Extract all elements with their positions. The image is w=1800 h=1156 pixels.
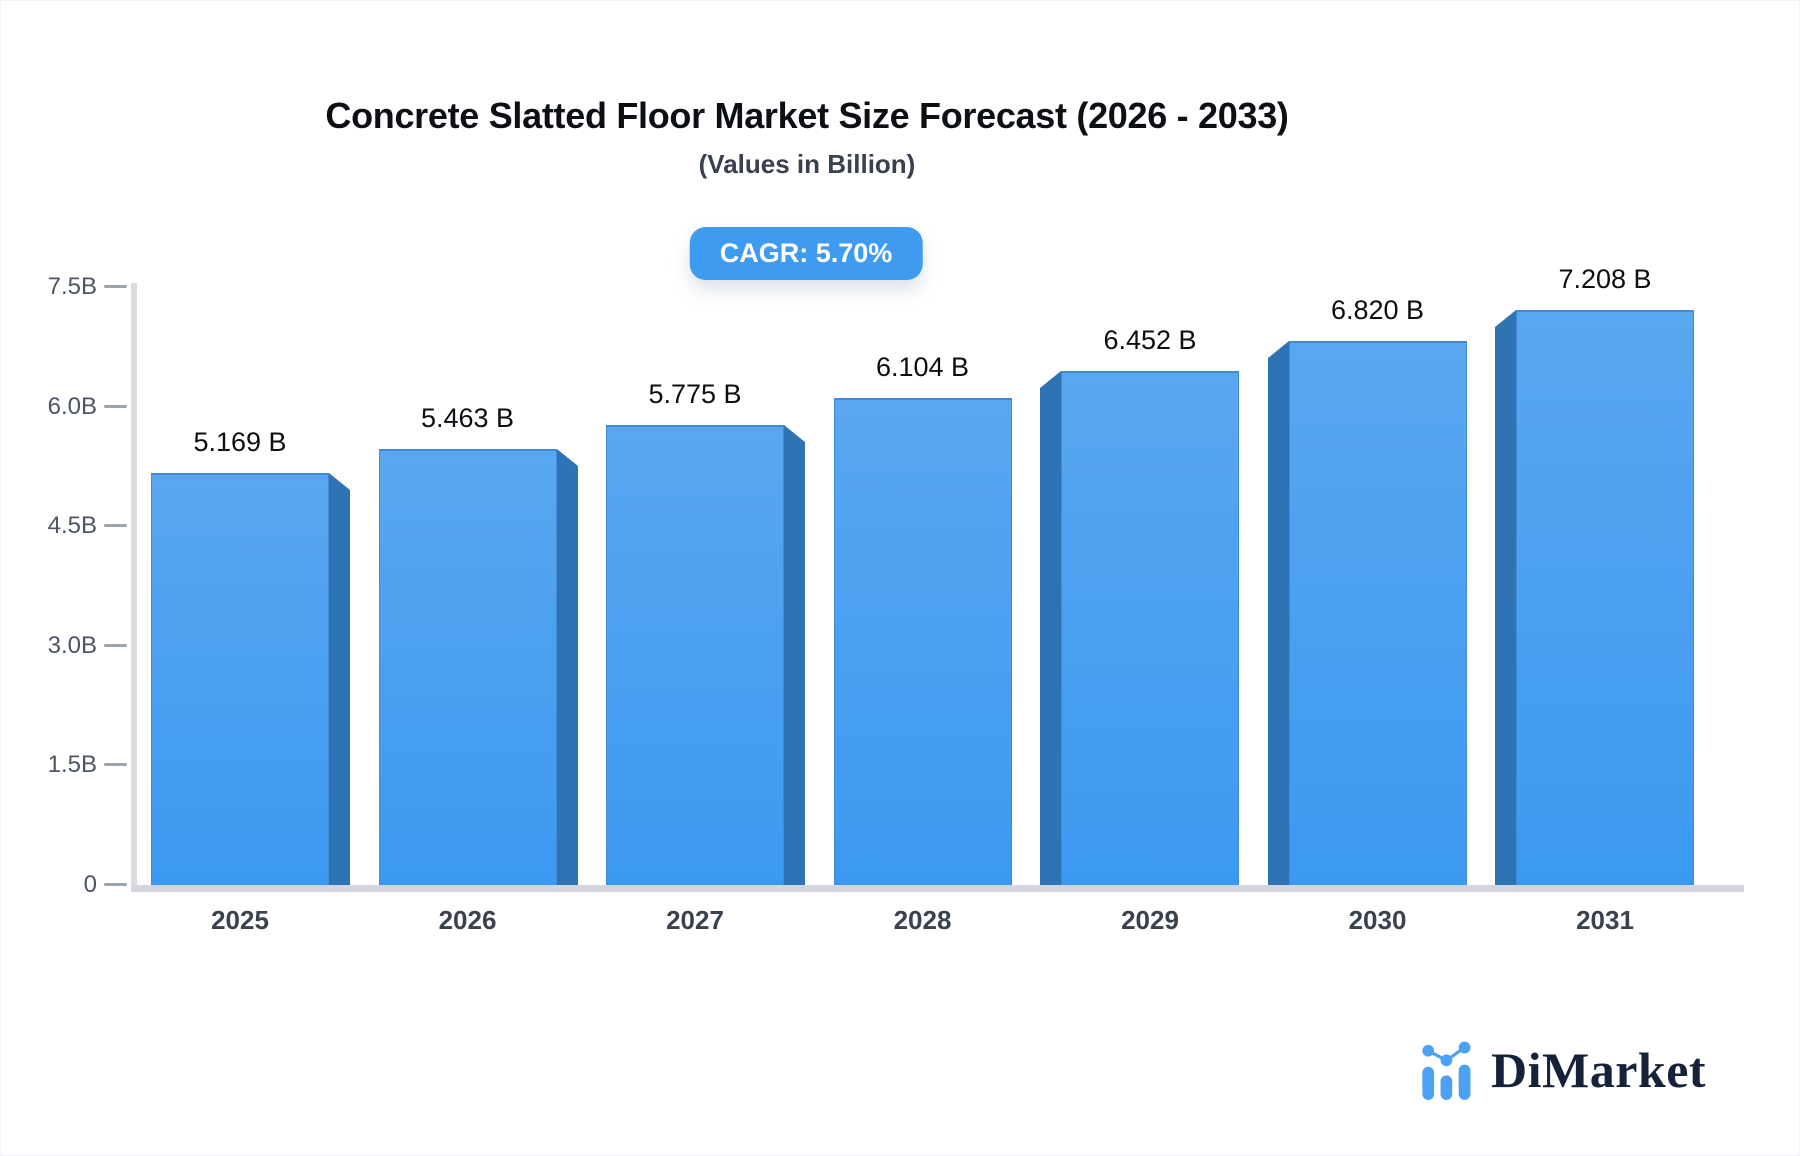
bar-side-3d — [1268, 341, 1289, 885]
x-tick-label-2026: 2026 — [438, 905, 497, 935]
bar-2030 — [1289, 341, 1467, 885]
bar-side-3d — [1495, 310, 1516, 885]
bar-value-label-2029: 6.452 B — [1103, 325, 1197, 355]
chart-subtitle: (Values in Billion) — [698, 149, 916, 179]
x-axis-line — [131, 885, 1744, 892]
y-tick-mark — [104, 524, 127, 527]
bar-value-label-2028: 6.104 B — [875, 352, 970, 382]
y-tick-mark — [104, 285, 127, 288]
y-tick-label-6.0B: 6.0B — [47, 393, 97, 420]
x-tick-label-2031: 2031 — [1576, 905, 1634, 935]
y-tick-mark — [104, 883, 127, 886]
y-tick-mark — [104, 405, 127, 408]
y-tick-label-1.5B: 1.5B — [47, 751, 97, 778]
bar-side-3d — [329, 473, 350, 885]
dimarket-bar-chart-logo-icon — [1422, 1041, 1471, 1100]
x-tick-label-2029: 2029 — [1121, 905, 1179, 935]
x-tick-label-2030: 2030 — [1348, 905, 1407, 935]
y-tick-label-3.0B: 3.0B — [47, 632, 97, 659]
bar-2026 — [379, 449, 557, 885]
bar-2031 — [1516, 310, 1694, 885]
chart-title: Concrete Slatted Floor Market Size Forec… — [325, 95, 1289, 136]
dimarket-logo: DiMarket — [1419, 1039, 1706, 1101]
bar-value-label-2030: 6.820 B — [1330, 295, 1425, 325]
bar-side-3d — [557, 449, 578, 885]
bar-2027 — [606, 425, 784, 885]
bar-side-3d — [784, 425, 805, 885]
bar-value-label-2026: 5.463 B — [420, 403, 515, 433]
bar-2029 — [1061, 371, 1239, 885]
y-tick-label-7.5B: 7.5B — [47, 273, 97, 300]
bar-value-label-2031: 7.208 B — [1558, 264, 1652, 294]
y-tick-label-0: 0 — [83, 871, 97, 898]
bar-2028 — [834, 398, 1012, 885]
y-tick-mark — [104, 644, 127, 647]
bar-value-label-2025: 5.169 B — [193, 427, 287, 457]
dimarket-logo-text: DiMarket — [1491, 1042, 1707, 1098]
y-tick-mark — [104, 763, 127, 766]
y-tick-label-4.5B: 4.5B — [47, 512, 97, 539]
cagr-badge: CAGR: 5.70% — [689, 227, 923, 280]
x-tick-label-2028: 2028 — [893, 905, 952, 935]
bar-value-label-2027: 5.775 B — [648, 379, 742, 409]
bar-side-3d — [1040, 371, 1061, 885]
y-axis-line — [131, 283, 137, 885]
bar-2025 — [151, 473, 329, 885]
x-tick-label-2025: 2025 — [211, 905, 269, 935]
x-tick-label-2027: 2027 — [666, 905, 724, 935]
